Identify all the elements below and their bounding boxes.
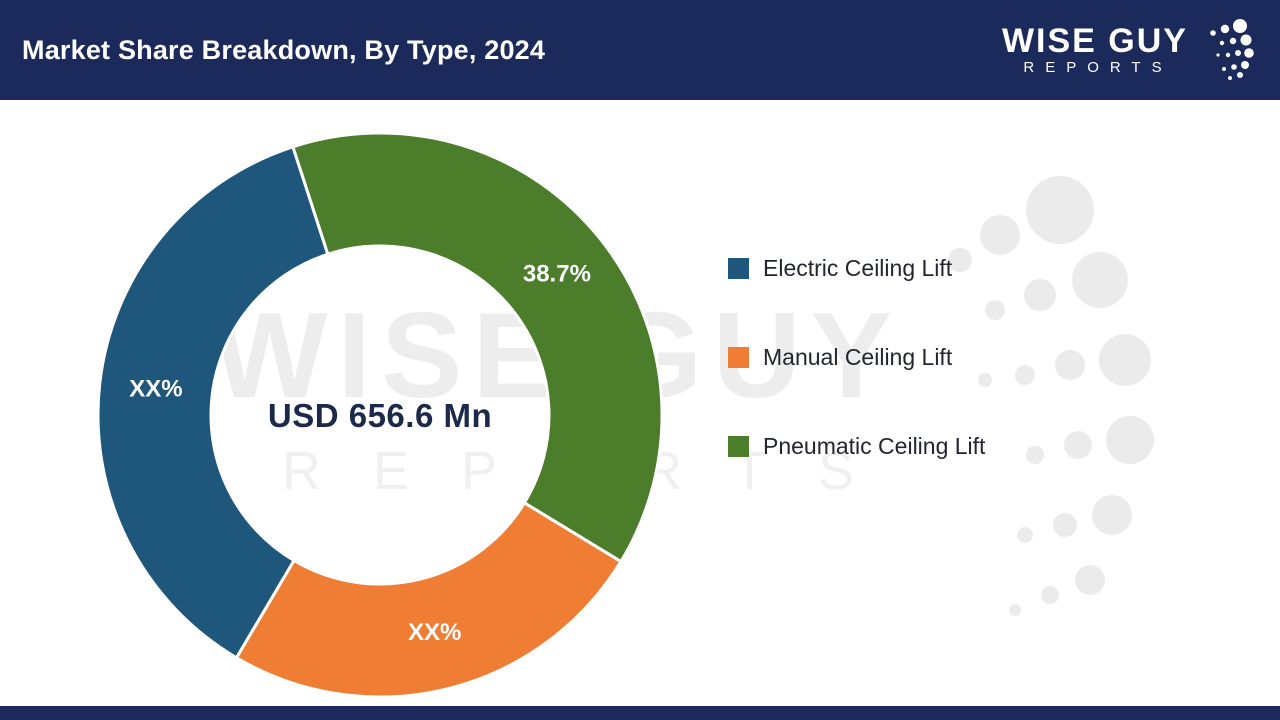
brand-name: WISE GUY bbox=[1001, 21, 1188, 60]
logo-head-icon bbox=[1210, 19, 1254, 80]
legend-label-pneumatic-ceiling-lift: Pneumatic Ceiling Lift bbox=[763, 433, 986, 459]
donut-center-label: USD 656.6 Mn bbox=[267, 397, 493, 434]
legend-swatch-manual-ceiling-lift bbox=[728, 347, 749, 368]
header: Market Share Breakdown, By Type, 2024 WI… bbox=[0, 0, 1280, 100]
legend-swatch-electric-ceiling-lift bbox=[728, 258, 749, 279]
legend-swatch-pneumatic-ceiling-lift bbox=[728, 436, 749, 457]
legend-label-manual-ceiling-lift: Manual Ceiling Lift bbox=[763, 344, 953, 370]
brand-logo: WISE GUY REPORTS bbox=[1002, 18, 1254, 82]
donut-svg: 38.7% XX% XX% bbox=[96, 131, 664, 699]
legend-item-electric-ceiling-lift: Electric Ceiling Lift bbox=[728, 255, 985, 282]
brand-logo-text: WISE GUY REPORTS bbox=[1001, 21, 1188, 77]
legend: Electric Ceiling Lift Manual Ceiling Lift… bbox=[728, 255, 985, 460]
donut-segment-pneumatic-ceiling-lift bbox=[291, 131, 664, 564]
segment-value-label: XX% bbox=[408, 619, 461, 646]
segment-value-label: XX% bbox=[129, 376, 182, 403]
footer-bar bbox=[0, 706, 1280, 720]
legend-label-electric-ceiling-lift: Electric Ceiling Lift bbox=[763, 255, 953, 281]
main-area: WISE GUY REPORTS 38.7%XX%XX% USD 656.6 M… bbox=[0, 100, 1280, 706]
brand-subtitle: REPORTS bbox=[1023, 59, 1173, 77]
donut-segment-manual-ceiling-lift bbox=[234, 501, 623, 699]
donut-segment-electric-ceiling-lift bbox=[96, 145, 330, 660]
legend-item-pneumatic-ceiling-lift: Pneumatic Ceiling Lift bbox=[728, 433, 985, 460]
legend-item-manual-ceiling-lift: Manual Ceiling Lift bbox=[728, 344, 985, 371]
donut-chart: 38.7% XX% XX% USD 656.6 Mn bbox=[90, 125, 670, 705]
page-title: Market Share Breakdown, By Type, 2024 bbox=[22, 34, 546, 65]
segment-value-label: 38.7% bbox=[523, 260, 591, 287]
